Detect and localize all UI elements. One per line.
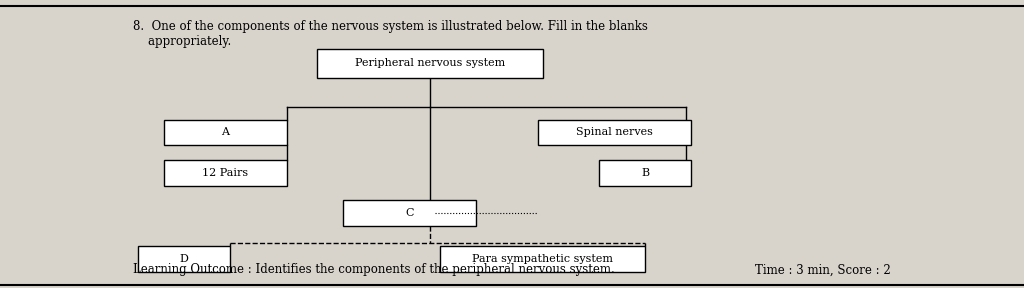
FancyBboxPatch shape <box>440 246 645 272</box>
Text: Time : 3 min, Score : 2: Time : 3 min, Score : 2 <box>755 264 891 276</box>
FancyBboxPatch shape <box>317 49 543 78</box>
FancyBboxPatch shape <box>599 160 691 186</box>
FancyBboxPatch shape <box>164 160 287 186</box>
Text: Spinal nerves: Spinal nerves <box>575 128 653 137</box>
Text: Peripheral nervous system: Peripheral nervous system <box>355 58 505 68</box>
Text: 12 Pairs: 12 Pairs <box>202 168 249 178</box>
FancyBboxPatch shape <box>538 120 691 145</box>
Text: 8.  One of the components of the nervous system is illustrated below. Fill in th: 8. One of the components of the nervous … <box>133 20 648 48</box>
FancyBboxPatch shape <box>343 200 476 226</box>
FancyBboxPatch shape <box>138 246 230 272</box>
Text: B: B <box>641 168 649 178</box>
Text: D: D <box>180 254 188 264</box>
Text: Para sympathetic system: Para sympathetic system <box>472 254 613 264</box>
Text: Learning Outcome : Identifies the components of the peripheral nervous system.: Learning Outcome : Identifies the compon… <box>133 264 614 276</box>
Text: A: A <box>221 128 229 137</box>
FancyBboxPatch shape <box>164 120 287 145</box>
Text: C: C <box>406 208 414 218</box>
